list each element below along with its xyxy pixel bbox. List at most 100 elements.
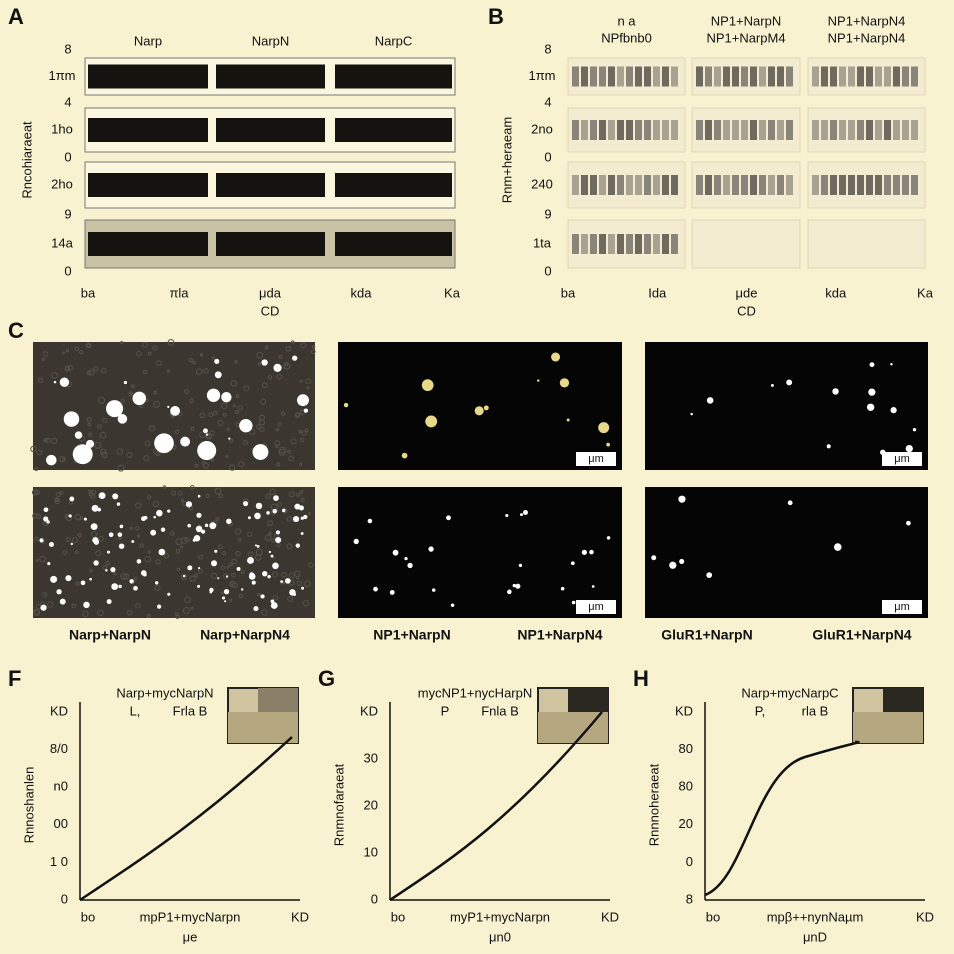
y-tick: 80 [679, 779, 693, 794]
texture [147, 351, 152, 356]
panel-label: F [8, 666, 21, 691]
texture [267, 520, 274, 526]
puncta [571, 600, 576, 605]
gel-band [644, 234, 651, 254]
texture [288, 572, 295, 579]
texture [226, 565, 230, 569]
puncta [272, 508, 277, 514]
texture [277, 422, 282, 427]
puncta [214, 371, 222, 379]
gel-band [671, 175, 678, 195]
texture [146, 614, 151, 619]
puncta [80, 580, 86, 586]
puncta [182, 574, 186, 578]
puncta [241, 588, 244, 591]
x-tick: μda [259, 285, 282, 300]
y-title: Rncohiaraeat [19, 121, 34, 199]
texture [98, 396, 106, 404]
texture [59, 490, 64, 495]
puncta [247, 516, 251, 520]
texture [267, 374, 273, 380]
puncta [221, 596, 226, 600]
gel-band [599, 234, 606, 254]
texture [184, 596, 191, 604]
puncta [869, 362, 875, 368]
column-label: NP1+NarpM4 [706, 30, 785, 45]
texture [156, 360, 162, 367]
texture [135, 603, 141, 609]
y-tick: 10 [364, 844, 378, 859]
texture [248, 551, 254, 557]
texture [127, 609, 133, 616]
gel-band [644, 175, 651, 195]
puncta [226, 518, 232, 525]
texture [304, 428, 309, 433]
y-tick: 0 [371, 891, 378, 906]
texture [192, 360, 196, 365]
puncta [559, 378, 570, 388]
puncta [303, 514, 308, 520]
x-title: CD [737, 303, 756, 318]
gel-band [786, 120, 793, 140]
texture [54, 497, 60, 503]
puncta [98, 495, 102, 498]
puncta [581, 549, 587, 555]
texture [229, 580, 236, 588]
gel-band [759, 66, 766, 87]
texture [65, 348, 70, 353]
x-tick: KD [291, 909, 309, 924]
puncta [59, 598, 66, 605]
puncta [46, 454, 57, 466]
puncta [273, 363, 282, 372]
gel-band [572, 66, 579, 87]
scale-label: μm [894, 453, 910, 465]
texture [91, 489, 97, 495]
puncta [43, 507, 49, 513]
puncta [260, 594, 265, 599]
puncta [690, 412, 693, 416]
texture [280, 411, 286, 416]
gel-band [696, 66, 703, 87]
puncta [105, 569, 108, 572]
texture [231, 572, 236, 578]
texture [39, 555, 46, 563]
gel-band [626, 234, 633, 254]
legend-text: mycNP1+nycHarpN [418, 685, 533, 700]
texture [228, 598, 233, 602]
texture [184, 389, 190, 395]
puncta [118, 584, 122, 589]
row-label: 2ho [51, 176, 73, 191]
texture [86, 370, 92, 376]
puncta [507, 589, 512, 595]
texture [129, 526, 133, 530]
puncta [187, 523, 191, 528]
micrograph [645, 487, 928, 618]
gel-band [723, 175, 730, 195]
puncta [906, 520, 911, 526]
puncta [518, 563, 523, 568]
x-title: μnD [803, 929, 827, 944]
texture [290, 438, 297, 445]
row-label: 240 [531, 176, 553, 191]
texture [74, 550, 79, 555]
texture [230, 380, 238, 387]
puncta [275, 536, 282, 543]
gel-band [599, 120, 606, 140]
legend-text: P [441, 703, 450, 718]
puncta [285, 578, 291, 584]
texture [155, 450, 161, 457]
puncta [50, 575, 58, 583]
texture [221, 551, 227, 556]
puncta [281, 508, 286, 513]
texture [46, 601, 54, 608]
scale-bar [576, 600, 616, 614]
puncta [678, 495, 686, 503]
texture [147, 550, 151, 554]
puncta [270, 599, 275, 604]
puncta [293, 516, 300, 523]
texture [51, 437, 58, 445]
texture [195, 368, 203, 375]
legend-text: L, [130, 703, 141, 718]
texture [222, 412, 227, 417]
